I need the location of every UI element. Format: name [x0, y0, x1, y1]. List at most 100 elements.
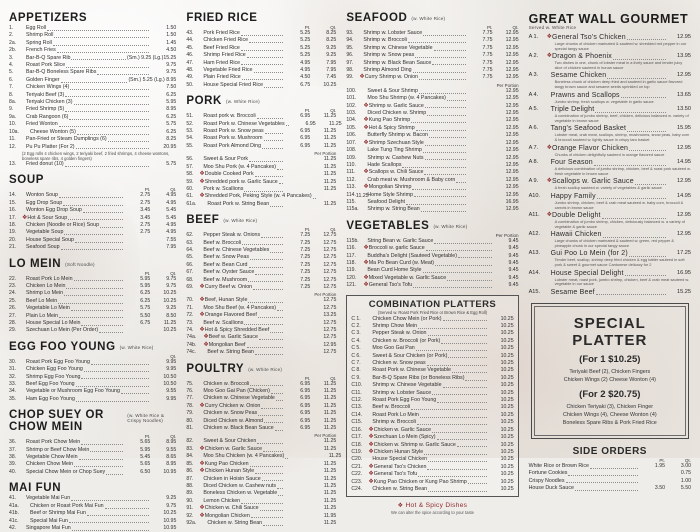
menu-item[interactable]: 44. Chicken Fried Rice 5.25 8.25	[186, 37, 336, 44]
menu-item[interactable]: 117. Buddha's Delight (Sauteed Vegetable)…	[346, 253, 518, 260]
menu-item[interactable]: 37. Shrimp or Beef Chow Mein 5.95 9.55	[9, 447, 176, 454]
menu-item[interactable]: 12. Pu Pu Platter (For 2) 20.95	[9, 144, 176, 151]
menu-item[interactable]: 64. Beef w. Chinese Vegetables 7.25 12.75	[186, 247, 336, 254]
combination-item[interactable]: C18. ❖ Chicken w. Shrimp w. Garlic Sauce 10…	[351, 442, 513, 449]
menu-item[interactable]: 105. ❖ Hot & Spicy Shrimp 12.95	[346, 125, 518, 132]
menu-item[interactable]: 14. Wonton Soup 2.75 4.95	[9, 192, 176, 199]
side-order-item[interactable]: Crispy Noodles 1.00	[529, 478, 691, 485]
combination-item[interactable]: C17. ❖ Szechuan Lo Mein (Spicy) 10.25	[351, 434, 513, 441]
gourmet-item[interactable]: A13. Gui Poo Lo Mein (for 2) 17.25 Tender b…	[529, 249, 691, 267]
menu-item[interactable]: 73. Beef w. Scallions 12.75	[186, 320, 336, 327]
menu-item[interactable]: 22. Roast Pork Lo Mein 5.95 9.75	[9, 276, 176, 283]
menu-item[interactable]: 71. Moo Shu Beef (w. 4 Pancakes) 12.75	[186, 305, 336, 312]
gourmet-item[interactable]: A 5. Triple Delight 13.50 A combination of …	[529, 105, 691, 123]
menu-item[interactable]: 92. ❖ Mongolian Chicken 11.95	[186, 513, 336, 520]
combination-item[interactable]: C 7. Chicken w. Snow peas 10.25	[351, 360, 513, 367]
menu-item[interactable]: 114. Home Style Shrimp 12.95	[346, 192, 518, 199]
menu-item[interactable]: 41b. Beef or Shrimp Mai Fun 10.25	[9, 510, 176, 517]
menu-item[interactable]: 69. ❖ Curry Beef w. Onion 7.25 12.75	[186, 284, 336, 291]
menu-item[interactable]: 106. Butterfly Shrimp w. Bacon 12.95	[346, 132, 518, 139]
menu-item[interactable]: 41. Vegetable Mai Fun 9.25	[9, 495, 176, 502]
menu-item[interactable]: 104. ❖ Kung Pao Shrimp 12.95	[346, 117, 518, 124]
combination-item[interactable]: C11. Shrimp w. Lobster Sauce 10.25	[351, 390, 513, 397]
menu-item[interactable]: 3. Bar-B-Q Spare Rib (Sm.) 9.25 (Lg.)15.25	[9, 55, 176, 62]
menu-item[interactable]: 33. Beef Egg Foo Young 10.50	[9, 381, 176, 388]
gourmet-item[interactable]: A 3. Sesame Chicken 12.95 Boneless chunk of…	[529, 71, 691, 89]
combination-item[interactable]: C 5. Moo Goo Gai Pan 10.25	[351, 345, 513, 352]
menu-item[interactable]: 13. Fried donut (10) 5.75	[9, 161, 176, 168]
menu-item[interactable]: 27. Plain Lo Mein 5.50 8.50	[9, 313, 176, 320]
combination-item[interactable]: C20. House Special Chicken 10.25	[351, 456, 513, 463]
menu-item[interactable]: 98. Shrimp Almond Ding 7.75 12.95	[346, 67, 518, 74]
menu-item[interactable]: 82. Sweet & Sour Chicken 11.25	[186, 438, 336, 445]
menu-item[interactable]: 2b. French Fries 4.50	[9, 47, 176, 54]
menu-item[interactable]: 113. ❖ Mongolian Shrimp 12.95	[346, 184, 518, 191]
menu-item[interactable]: 120. ❖ Mixed Vegetable w. Garlic Sauce 9.45	[346, 275, 518, 282]
combination-item[interactable]: C24. Chicken w. String Bean 10.25	[351, 486, 513, 493]
combination-item[interactable]: C 6. Sweet & Sour Chicken (or Pork) 10.25	[351, 353, 513, 360]
menu-item[interactable]: 21. Seafood Soup 7.95	[9, 244, 176, 251]
combination-item[interactable]: C23. ❖ Kung Pao Chicken or Kung Pao Shrimp…	[351, 479, 513, 486]
menu-item[interactable]: 28. House Special Lo Mein 6.75 11.25	[9, 320, 176, 327]
menu-item[interactable]: 7. Chicken Wings (4) 7.50	[9, 84, 176, 91]
menu-item[interactable]: 34. Vegetable or Mushroom Egg Foo Young 9.…	[9, 388, 176, 395]
gourmet-item[interactable]: A11. ❖ Double Delight 12.95 A combination of…	[529, 211, 691, 229]
combination-item[interactable]: C 8. Roast Pork w. Chinese Vegetable 10.25	[351, 367, 513, 374]
combination-item[interactable]: C22. ❖ General Tso's Tofu 10.25	[351, 471, 513, 478]
menu-item[interactable]: 107. ❖ Shrimp Szechuan Style 12.95	[346, 140, 518, 147]
combination-item[interactable]: C19. ❖ Chicken Hunan Style 10.25	[351, 449, 513, 456]
menu-item[interactable]: 83. ❖ Chicken w. Garlic Sauce 11.25	[186, 446, 336, 453]
combination-item[interactable]: C 2. Shrimp Chow Mein 10.25	[351, 323, 513, 330]
menu-item[interactable]: 87. Chicken in Hoisin Sauce 11.25	[186, 476, 336, 483]
menu-item[interactable]: 115b. String Bean w. Garlic Sauce 9.45	[346, 238, 518, 245]
menu-item[interactable]: 70. ❖ Beef, Hunan Style 12.75	[186, 297, 336, 304]
menu-item[interactable]: 1. Egg Roll 1.50	[9, 25, 176, 32]
menu-item[interactable]: 49. Plain Fried Rice 4.50 7.45	[186, 74, 336, 81]
combination-item[interactable]: C 4. Chicken w. Broccoli (or Pork) 10.25	[351, 338, 513, 345]
combination-item[interactable]: C16. ❖ Chicken w. Garlic Sauce 10.25	[351, 427, 513, 434]
menu-item[interactable]: 23. Chicken Lo Mein 5.95 9.75	[9, 283, 176, 290]
menu-item[interactable]: 9. Fried Shrimp (5) 8.95	[9, 106, 176, 113]
menu-item[interactable]: 36. Roast Pork Chow Mein 5.65 8.95	[9, 439, 176, 446]
menu-item[interactable]: 19. Vegetable Soup 2.75 4.95	[9, 229, 176, 236]
menu-item[interactable]: 6. Golden Finger (Sm.) 5.25 (Lg.) 8.95	[9, 77, 176, 84]
gourmet-item[interactable]: A 7. ❖ Orange Flavor Chicken 12.95 Chunks of…	[529, 144, 691, 158]
menu-item[interactable]: 79. Chicken w. Snow Peas 6.95 11.25	[186, 410, 336, 417]
gourmet-item[interactable]: A10. Happy Family 14.95 Jumbo shrimp, chick…	[529, 192, 691, 210]
combination-item[interactable]: C 9. Bar-B-Q Spare Ribs (or Boneless Ribs…	[351, 375, 513, 382]
menu-item[interactable]: 96. Shrimp w. Snow peas 7.75 12.95	[346, 52, 518, 59]
menu-item[interactable]: 76. Moo Goo Gai Pan (Chicken) 6.95 11.25	[186, 388, 336, 395]
menu-item[interactable]: 110. Hade Scallops 12.95	[346, 162, 518, 169]
menu-item[interactable]: 75. Chicken w. Broccoli 6.95 11.25	[186, 381, 336, 388]
menu-item[interactable]: 26. Vegetable Lo Mein 5.75 9.25	[9, 305, 176, 312]
menu-item[interactable]: 112. Crab meat w. Mushroom & Baby corn 12.…	[346, 177, 518, 184]
side-order-item[interactable]: House Duck Sauce 3.50 5.50	[529, 485, 691, 492]
menu-item[interactable]: 90. Lemon Chicken 11.25	[186, 498, 336, 505]
side-order-item[interactable]: Fortune Cookies 0.75	[529, 470, 691, 477]
menu-item[interactable]: 102. ❖ Shrimp w. Garlic Sauce 12.95	[346, 103, 518, 110]
menu-item[interactable]: 56. Sweet & Sour Pork 11.25	[186, 156, 336, 163]
menu-item[interactable]: 94. Shrimp w. Broccoli 7.75 12.95	[346, 37, 518, 44]
menu-item[interactable]: 24. Shrimp Lo Mein 6.25 10.25	[9, 290, 176, 297]
menu-item[interactable]: 20. House Special Soup 7.55	[9, 237, 176, 244]
menu-item[interactable]: 99. ❖ Curry Shrimp w. Onion 7.75 12.95	[346, 74, 518, 81]
gourmet-item[interactable]: A14. House Special Delight 16.95 Lobster me…	[529, 269, 691, 287]
menu-item[interactable]: 89. Boneless Chicken w. Vegetable 11.25	[186, 490, 336, 497]
menu-item[interactable]: 59. ❖ Shredded pork w. Garlic Sauce 11.25	[186, 179, 336, 186]
menu-item[interactable]: 51. Roast pork w. Broccoli 6.95 11.25	[186, 113, 336, 120]
menu-item[interactable]: 101. Moo Shu Shrimp (w. 4 Pancakes) 12.95	[346, 95, 518, 102]
menu-item[interactable]: 93. Shrimp w. Lobster Sauce 7.75 12.95	[346, 30, 518, 37]
menu-item[interactable]: 109. Shrimp w. Cashew Nuts 12.95	[346, 155, 518, 162]
menu-item[interactable]: 9a. Crab Rangoon (6) 6.25	[9, 114, 176, 121]
menu-item[interactable]: 52. Roast Pork w. Chinese Vegetables 6.95 1…	[186, 121, 341, 128]
menu-item[interactable]: 48. Vegetable Fried Rice 4.95 7.95	[186, 67, 336, 74]
combination-item[interactable]: C15. Shrimp w. Broccoli 10.25	[351, 419, 513, 426]
menu-item[interactable]: 60. Pork w. Scallions 11.25	[186, 186, 336, 193]
menu-item[interactable]: 108. Lake Tung Ting Shrimp 12.95	[346, 147, 518, 154]
menu-item[interactable]: 17. ❖ Hot & Sour Soup 3.45 5.45	[9, 215, 176, 222]
menu-item[interactable]: 67. Beef w. Oyster Sauce 7.25 12.75	[186, 269, 336, 276]
menu-item[interactable]: 16. Wonton Egg Drop Soup 3.45 5.45	[9, 207, 176, 214]
menu-item[interactable]: 47. Ham Fried Rice 4.95 7.95	[186, 60, 336, 67]
menu-item[interactable]: 11. Pan-Fried or Steam Dumplings (6) 8.25	[9, 136, 176, 143]
menu-item[interactable]: 54. Roast Pork w. Mushroom 6.95 11.25	[186, 135, 336, 142]
